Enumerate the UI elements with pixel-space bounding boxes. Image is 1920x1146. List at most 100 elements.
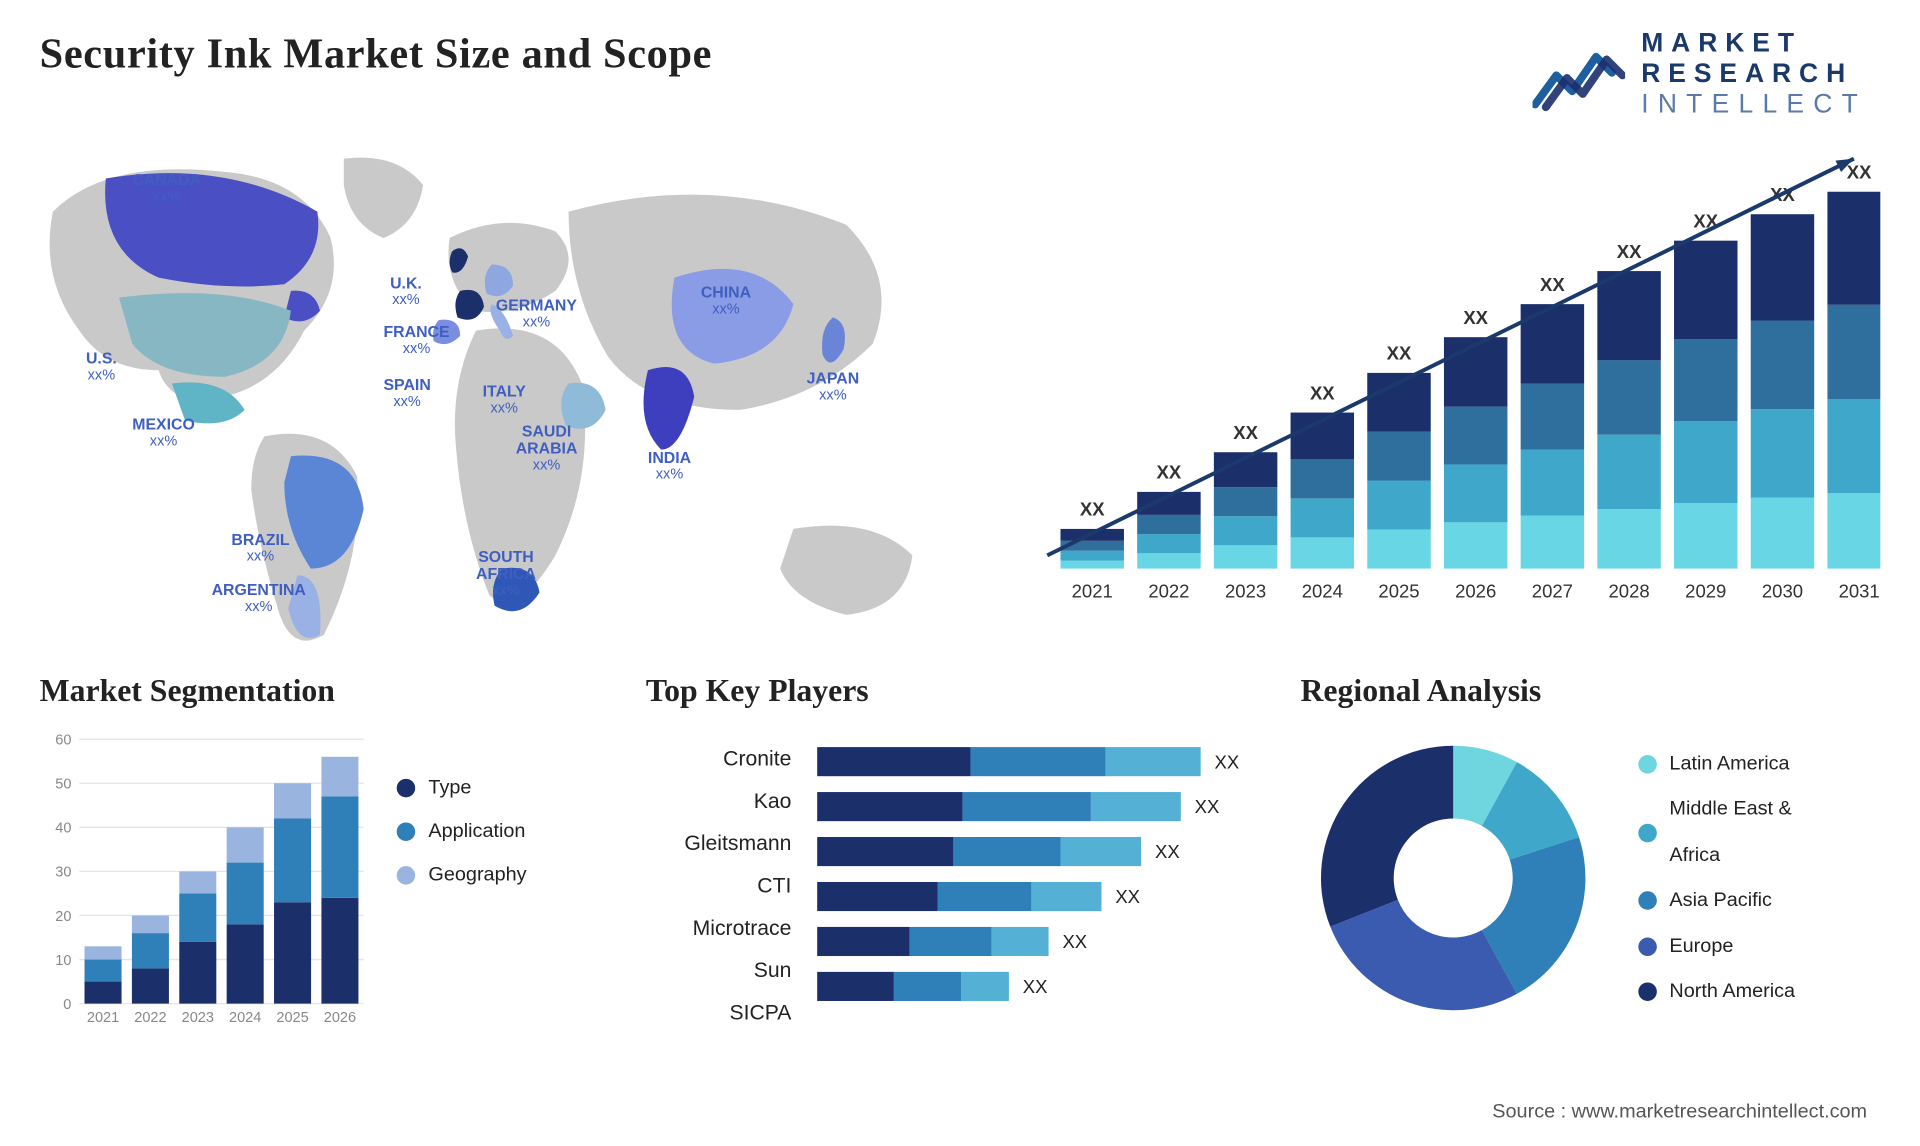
bar-segment	[971, 747, 1105, 776]
legend-swatch-icon	[397, 865, 416, 884]
key-player-bar	[818, 882, 1102, 911]
legend-label: North America	[1669, 969, 1795, 1015]
key-player-name: Kao	[646, 781, 791, 823]
map-country-label: FRANCExx%	[383, 324, 449, 357]
key-player-bar-row: XX	[818, 744, 1274, 778]
key-player-bar	[818, 747, 1201, 776]
bar-segment	[954, 837, 1061, 866]
logo-text-1: MARKET	[1641, 29, 1867, 59]
key-player-name: Microtrace	[646, 908, 791, 950]
bar-segment	[895, 972, 962, 1001]
key-player-value: XX	[1155, 841, 1180, 862]
svg-text:2027: 2027	[1532, 581, 1573, 602]
logo-text-3: INTELLECT	[1641, 90, 1867, 120]
key-player-bar	[818, 837, 1142, 866]
legend-swatch-icon	[1638, 937, 1657, 956]
key-player-bar-row: XX	[818, 924, 1274, 958]
map-country-label: GERMANYxx%	[496, 298, 577, 331]
bar-segment	[818, 837, 954, 866]
svg-text:XX: XX	[1617, 241, 1642, 262]
svg-text:2022: 2022	[1148, 581, 1189, 602]
key-player-value: XX	[1023, 976, 1048, 997]
map-country-label: U.K.xx%	[390, 275, 422, 308]
map-country-label: SPAINxx%	[383, 377, 430, 410]
segmentation-legend: TypeApplicationGeography	[397, 726, 527, 897]
key-players-bars: XX XX XX XX XX XX	[818, 726, 1274, 1035]
key-players-title: Top Key Players	[646, 674, 1274, 710]
svg-text:2025: 2025	[276, 1010, 308, 1026]
map-country-label: INDIAxx%	[648, 450, 691, 483]
svg-text:2028: 2028	[1608, 581, 1649, 602]
svg-text:2023: 2023	[182, 1010, 214, 1026]
key-player-name: CTI	[646, 866, 791, 908]
map-country-label: ARGENTINAxx%	[212, 582, 306, 615]
map-country-label: SAUDIARABIAxx%	[516, 423, 578, 474]
svg-text:2022: 2022	[134, 1010, 166, 1026]
bar-segment	[1061, 837, 1142, 866]
svg-text:20: 20	[55, 909, 71, 925]
key-player-bar	[818, 792, 1182, 821]
bar-segment	[910, 927, 991, 956]
legend-item: Middle East &Africa	[1638, 787, 1795, 878]
growth-chart: XX2021XX2022XX2023XX2024XX2025XX2026XX20…	[1034, 132, 1880, 621]
key-player-value: XX	[1195, 796, 1220, 817]
legend-label: Asia Pacific	[1669, 878, 1772, 924]
key-player-bar-row: XX	[818, 834, 1274, 868]
svg-text:30: 30	[55, 865, 71, 881]
key-player-value: XX	[1062, 931, 1087, 952]
svg-text:2024: 2024	[229, 1010, 261, 1026]
legend-label: Latin America	[1669, 741, 1789, 787]
map-country-label: JAPANxx%	[807, 370, 860, 403]
segmentation-title: Market Segmentation	[40, 674, 620, 710]
legend-label: Europe	[1669, 924, 1733, 970]
key-player-bar	[818, 927, 1049, 956]
legend-item: North America	[1638, 969, 1795, 1015]
regional-legend: Latin AmericaMiddle East &AfricaAsia Pac…	[1638, 741, 1795, 1015]
bar-segment	[1031, 882, 1102, 911]
bar-segment	[818, 792, 963, 821]
key-player-bar	[818, 972, 1010, 1001]
bar-segment	[1105, 747, 1201, 776]
source-text: Source : www.marketresearchintellect.com	[1492, 1100, 1867, 1122]
bar-segment	[963, 792, 1090, 821]
bar-segment	[1091, 792, 1182, 821]
legend-item: Europe	[1638, 924, 1795, 970]
svg-text:2023: 2023	[1225, 581, 1266, 602]
key-player-bar-row: XX	[818, 969, 1274, 1003]
bar-segment	[818, 927, 911, 956]
brand-logo: MARKET RESEARCH INTELLECT	[1533, 29, 1867, 120]
svg-text:2030: 2030	[1762, 581, 1803, 602]
legend-swatch-icon	[397, 778, 416, 797]
bar-segment	[991, 927, 1049, 956]
legend-swatch-icon	[1638, 755, 1657, 774]
segmentation-chart: 0102030405060202120222023202420252026	[40, 726, 371, 1030]
key-player-bar-row: XX	[818, 879, 1274, 913]
svg-text:2021: 2021	[87, 1010, 119, 1026]
svg-text:XX: XX	[1157, 462, 1182, 483]
key-player-value: XX	[1215, 751, 1240, 772]
legend-label: Geography	[428, 853, 526, 897]
svg-text:40: 40	[55, 821, 71, 837]
key-player-name: Sun	[646, 951, 791, 993]
legend-swatch-icon	[1638, 823, 1657, 842]
svg-text:XX: XX	[1080, 499, 1105, 520]
key-player-name: Gleitsmann	[646, 824, 791, 866]
bar-segment	[818, 747, 971, 776]
segmentation-panel: Market Segmentation 01020304050602021202…	[40, 674, 620, 1071]
svg-text:0: 0	[63, 997, 71, 1013]
svg-text:2024: 2024	[1302, 581, 1343, 602]
legend-swatch-icon	[1638, 892, 1657, 911]
svg-text:2025: 2025	[1378, 581, 1419, 602]
map-country-label: U.S.xx%	[86, 350, 117, 383]
svg-text:XX: XX	[1463, 307, 1488, 328]
legend-label: Application	[428, 809, 525, 853]
svg-text:XX: XX	[1540, 274, 1565, 295]
legend-item: Geography	[397, 853, 527, 897]
svg-text:2021: 2021	[1072, 581, 1113, 602]
logo-text-2: RESEARCH	[1641, 60, 1867, 90]
map-country-label: CANADAxx%	[132, 172, 201, 205]
svg-text:60: 60	[55, 732, 71, 748]
svg-text:2029: 2029	[1685, 581, 1726, 602]
legend-item: Asia Pacific	[1638, 878, 1795, 924]
bar-segment	[937, 882, 1031, 911]
